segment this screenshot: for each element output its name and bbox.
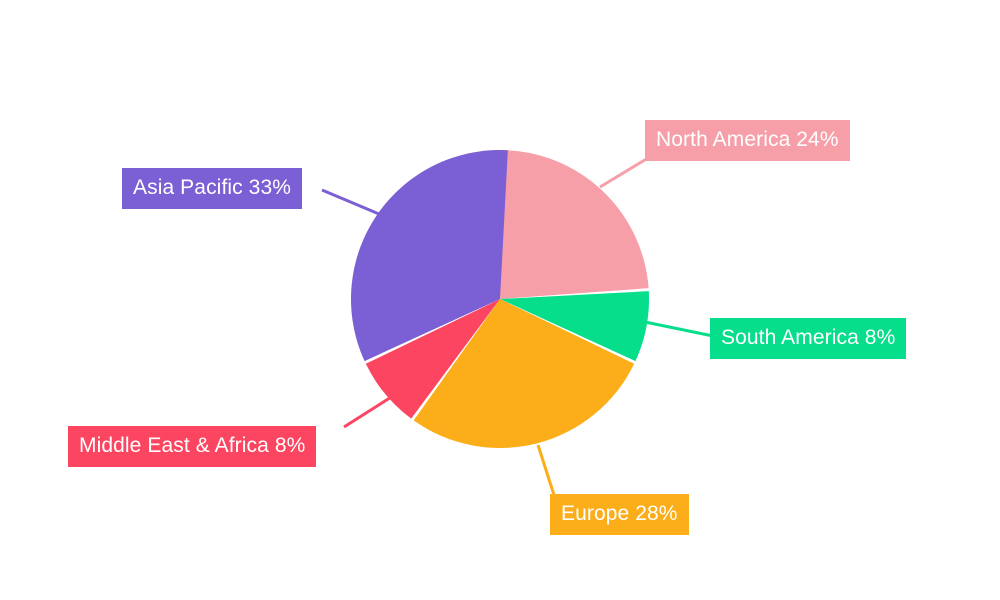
pie-label-asia-pacific[interactable]: Asia Pacific 33% [122,168,303,209]
leader-line-europe [536,444,556,496]
pie-label-europe[interactable]: Europe 28% [550,494,689,535]
pie-label-middle-east-africa[interactable]: Middle East & Africa 8% [68,426,317,467]
pie-wedge-north-america[interactable] [500,150,649,299]
leader-line-south-america [644,320,714,338]
leader-line-north-america [599,156,649,189]
pie-wedge-asia-pacific[interactable] [351,150,508,362]
pie-wedges-group [351,150,649,448]
pie-wedge-europe[interactable] [413,299,635,448]
pie-wedge-middle-east-africa[interactable] [365,299,500,419]
pie-label-south-america[interactable]: South America 8% [710,318,907,359]
pie-wedge-south-america[interactable] [500,291,649,362]
pie-label-north-america[interactable]: North America 24% [645,120,850,161]
leader-line-middle-east-africa [343,392,397,429]
